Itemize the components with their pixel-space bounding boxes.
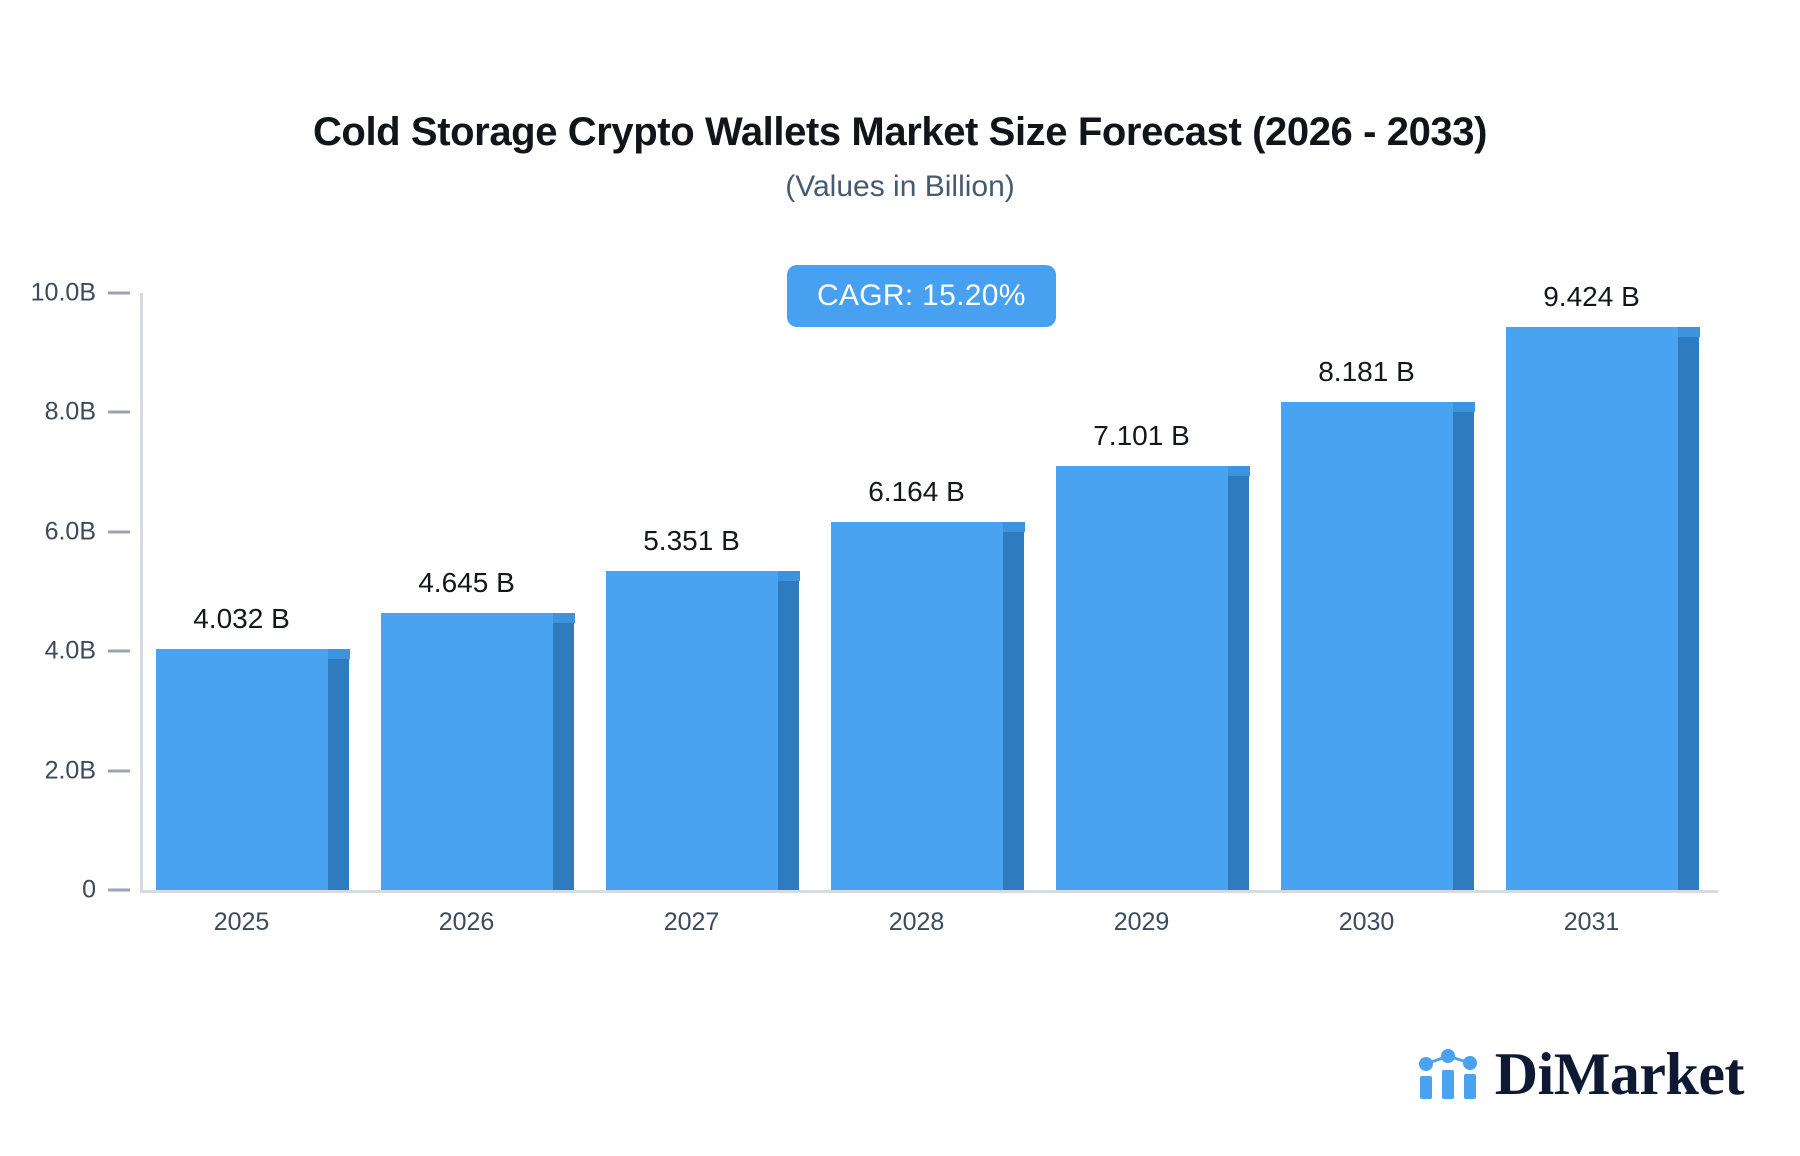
y-axis-tick-mark	[108, 530, 130, 534]
y-axis-tick-mark	[108, 769, 130, 773]
bar	[1280, 401, 1475, 890]
y-axis-line	[140, 293, 143, 892]
bar-value-label: 9.424 B	[1543, 281, 1640, 313]
x-axis-tick-label: 2027	[663, 908, 720, 936]
bar-front-face	[1505, 327, 1678, 890]
chart-subtitle: (Values in Billion)	[785, 170, 1015, 203]
y-axis-tick-mark	[108, 649, 130, 653]
bar-side-face	[551, 622, 574, 890]
y-axis-tick-mark	[108, 291, 130, 295]
bar	[605, 570, 800, 890]
bar-value-label: 4.032 B	[193, 603, 290, 635]
x-axis-tick-label: 2025	[213, 908, 270, 936]
y-axis-tick-label: 8.0B	[44, 397, 96, 426]
bar-value-label: 8.181 B	[1318, 355, 1415, 387]
y-axis-tick-label: 6.0B	[44, 517, 96, 546]
brand-logo: DiMarket	[1417, 1041, 1745, 1107]
bar	[155, 649, 350, 890]
bar-side-face	[1451, 411, 1474, 890]
bar-value-label: 4.645 B	[418, 566, 515, 598]
y-axis-tick-label: 4.0B	[44, 636, 96, 665]
bar-side-face	[1226, 476, 1249, 890]
y-axis-tick-label: 10.0B	[30, 278, 96, 307]
plot-area: 4.032 B 4.645 B 5.351 B 6.164 B 7.101 B 8.181…	[140, 281, 1715, 890]
brand-name: DiMarket	[1494, 1041, 1745, 1107]
y-axis-tick-group: 0 2.0B 4.0B 6.0B 8.0B 10.0B	[0, 0, 96, 1156]
chart-title: Cold Storage Crypto Wallets Market Size …	[312, 110, 1488, 154]
bar-front-face	[605, 570, 778, 890]
bar-chart-icon	[1418, 1049, 1477, 1099]
x-axis-tick-label: 2029	[1113, 908, 1170, 936]
bar	[380, 612, 575, 890]
bar-side-face	[1001, 532, 1024, 890]
y-axis-tick-label: 0	[82, 875, 96, 904]
bar-front-face	[155, 649, 328, 890]
y-axis-tick-mark	[108, 410, 130, 414]
bar-front-face	[830, 522, 1003, 890]
x-axis-line	[140, 890, 1718, 893]
bar-side-face	[776, 580, 799, 890]
bar-value-label: 5.351 B	[643, 524, 740, 556]
bar-front-face	[380, 612, 553, 890]
bar-side-face	[326, 659, 349, 890]
bar-value-label: 7.101 B	[1093, 420, 1190, 452]
bar-front-face	[1055, 466, 1228, 890]
bar	[1055, 466, 1250, 890]
bar-value-label: 6.164 B	[868, 476, 965, 507]
bar-side-face	[1676, 337, 1699, 890]
x-axis-tick-label: 2026	[438, 908, 495, 936]
x-axis-tick-label: 2030	[1338, 908, 1395, 936]
bar	[830, 522, 1025, 890]
cagr-badge: CAGR: 15.20%	[787, 265, 1056, 327]
y-axis-tick-mark	[108, 888, 130, 892]
bar	[1505, 327, 1700, 890]
bar-front-face	[1280, 401, 1453, 890]
x-axis-tick-label: 2028	[888, 908, 945, 936]
x-axis-tick-label: 2031	[1563, 908, 1620, 936]
y-axis-tick-label: 2.0B	[44, 756, 96, 785]
